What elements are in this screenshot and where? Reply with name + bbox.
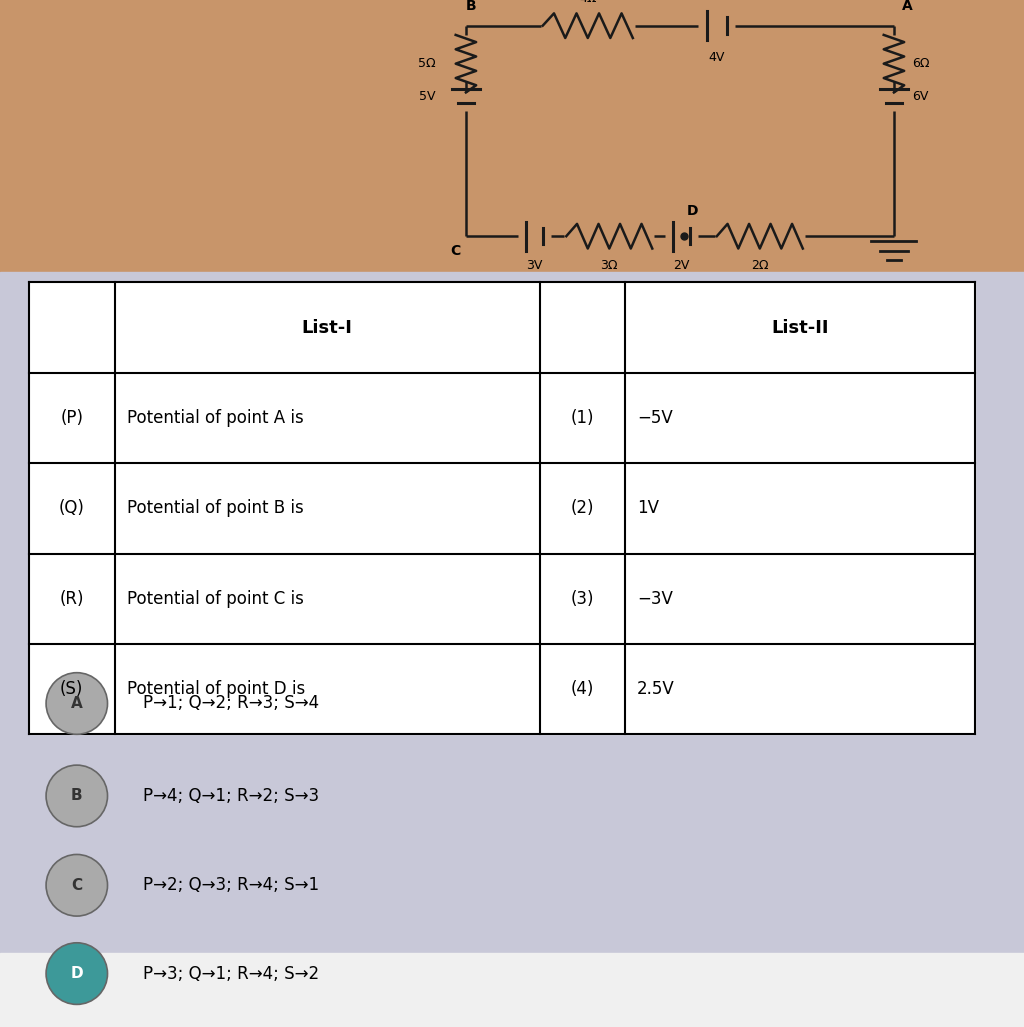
Text: −3V: −3V bbox=[637, 589, 673, 608]
Text: Potential of point B is: Potential of point B is bbox=[127, 499, 304, 518]
Text: 6V: 6V bbox=[912, 89, 929, 103]
Text: (1): (1) bbox=[570, 409, 594, 427]
Text: P→2; Q→3; R→4; S→1: P→2; Q→3; R→4; S→1 bbox=[143, 876, 319, 895]
Text: D: D bbox=[686, 203, 698, 218]
Bar bbox=[29, 282, 975, 734]
Text: (S): (S) bbox=[60, 680, 83, 698]
Text: (P): (P) bbox=[60, 409, 83, 427]
Text: 3Ω: 3Ω bbox=[600, 259, 618, 272]
Text: 4V: 4V bbox=[709, 51, 725, 65]
Text: Potential of point C is: Potential of point C is bbox=[127, 589, 304, 608]
Circle shape bbox=[46, 765, 108, 827]
Text: 5V: 5V bbox=[419, 89, 435, 103]
Text: (Q): (Q) bbox=[58, 499, 85, 518]
Text: Potential of point A is: Potential of point A is bbox=[127, 409, 304, 427]
Text: 5Ω: 5Ω bbox=[418, 58, 435, 70]
Circle shape bbox=[46, 673, 108, 734]
Text: (2): (2) bbox=[570, 499, 594, 518]
Circle shape bbox=[46, 943, 108, 1004]
Text: D: D bbox=[71, 966, 83, 981]
Text: P→3; Q→1; R→4; S→2: P→3; Q→1; R→4; S→2 bbox=[143, 964, 319, 983]
Text: 2Ω: 2Ω bbox=[751, 259, 769, 272]
Text: (4): (4) bbox=[570, 680, 594, 698]
Text: 2.5V: 2.5V bbox=[637, 680, 675, 698]
Text: List-I: List-I bbox=[302, 318, 352, 337]
Text: C: C bbox=[72, 878, 82, 892]
Text: A: A bbox=[71, 696, 83, 711]
Text: 1V: 1V bbox=[637, 499, 658, 518]
Text: 3V: 3V bbox=[526, 259, 543, 272]
Circle shape bbox=[46, 854, 108, 916]
Text: P→4; Q→1; R→2; S→3: P→4; Q→1; R→2; S→3 bbox=[143, 787, 319, 805]
Text: B: B bbox=[466, 0, 476, 13]
Text: (3): (3) bbox=[570, 589, 594, 608]
Text: List-II: List-II bbox=[771, 318, 828, 337]
Text: A: A bbox=[902, 0, 912, 13]
Text: 4Ω: 4Ω bbox=[579, 0, 597, 5]
Text: Potential of point D is: Potential of point D is bbox=[127, 680, 305, 698]
Bar bbox=[0, 272, 1024, 1027]
Text: P→1; Q→2; R→3; S→4: P→1; Q→2; R→3; S→4 bbox=[143, 694, 319, 713]
Text: −5V: −5V bbox=[637, 409, 673, 427]
Text: C: C bbox=[451, 244, 461, 259]
Text: 6Ω: 6Ω bbox=[912, 58, 930, 70]
Text: (R): (R) bbox=[59, 589, 84, 608]
Text: B: B bbox=[71, 789, 83, 803]
Text: 2V: 2V bbox=[673, 259, 689, 272]
Bar bbox=[0, 953, 1024, 1027]
